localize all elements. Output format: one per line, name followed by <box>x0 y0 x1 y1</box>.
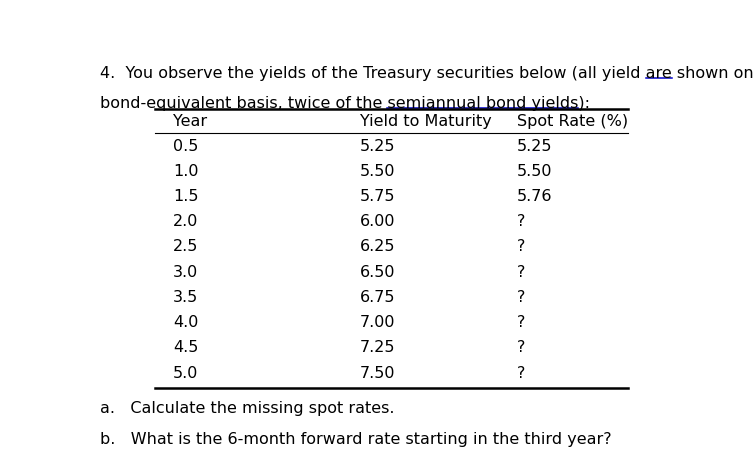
Text: 4.  You observe the yields of the Treasury securities below (all yield are shown: 4. You observe the yields of the Treasur… <box>100 66 753 81</box>
Text: 2.0: 2.0 <box>173 214 198 229</box>
Text: 5.0: 5.0 <box>173 365 198 381</box>
Text: bond-equivalent basis, twice of the semiannual bond yields: bond-equivalent basis, twice of the semi… <box>100 96 578 111</box>
Text: 1.0: 1.0 <box>173 164 198 179</box>
Text: ?: ? <box>517 365 526 381</box>
Text: 2.5: 2.5 <box>173 239 198 255</box>
Text: 5.76: 5.76 <box>517 189 553 204</box>
Text: 5.25: 5.25 <box>360 139 395 154</box>
Text: b.   What is the 6-month forward rate starting in the third year?: b. What is the 6-month forward rate star… <box>100 432 611 448</box>
Text: 0.5: 0.5 <box>173 139 198 154</box>
Text: ?: ? <box>517 214 526 229</box>
Text: Spot Rate (%): Spot Rate (%) <box>517 114 628 129</box>
Text: Yield to Maturity: Yield to Maturity <box>360 114 492 129</box>
Text: 6.75: 6.75 <box>360 290 395 305</box>
Text: 7.50: 7.50 <box>360 365 395 381</box>
Text: bond-equivalent basis, twice of the semiannual bond yields):: bond-equivalent basis, twice of the semi… <box>100 96 590 111</box>
Text: 6.00: 6.00 <box>360 214 395 229</box>
Text: 6.50: 6.50 <box>360 265 395 280</box>
Text: bond-equivalent basis, twice of the semiannual bond yields):: bond-equivalent basis, twice of the semi… <box>100 96 590 111</box>
Text: ?: ? <box>517 340 526 356</box>
Text: 3.5: 3.5 <box>173 290 198 305</box>
Text: 4.  You observe the yields of the Treasury securities below (all yield are: 4. You observe the yields of the Treasur… <box>100 66 672 81</box>
Text: Year: Year <box>173 114 207 129</box>
Text: ?: ? <box>517 239 526 255</box>
Text: 4.  You observe the yields of the Treasury securities below (all yield are shown: 4. You observe the yields of the Treasur… <box>100 66 753 81</box>
Text: 5.25: 5.25 <box>517 139 553 154</box>
Text: 7.00: 7.00 <box>360 315 395 330</box>
Text: 4.0: 4.0 <box>173 315 198 330</box>
Text: 6.25: 6.25 <box>360 239 395 255</box>
Text: 3.0: 3.0 <box>173 265 198 280</box>
Text: ?: ? <box>517 265 526 280</box>
Text: ?: ? <box>517 290 526 305</box>
Text: 5.75: 5.75 <box>360 189 395 204</box>
Text: 1.5: 1.5 <box>173 189 198 204</box>
Text: 7.25: 7.25 <box>360 340 395 356</box>
Text: bond-equivalent basis, twice of the: bond-equivalent basis, twice of the <box>100 96 388 111</box>
Text: 4.5: 4.5 <box>173 340 198 356</box>
Text: 5.50: 5.50 <box>517 164 553 179</box>
Text: a.   Calculate the missing spot rates.: a. Calculate the missing spot rates. <box>100 401 395 416</box>
Text: ?: ? <box>517 315 526 330</box>
Text: 4.  You observe the yields of the Treasury securities below (all yield: 4. You observe the yields of the Treasur… <box>100 66 645 81</box>
Text: 5.50: 5.50 <box>360 164 395 179</box>
